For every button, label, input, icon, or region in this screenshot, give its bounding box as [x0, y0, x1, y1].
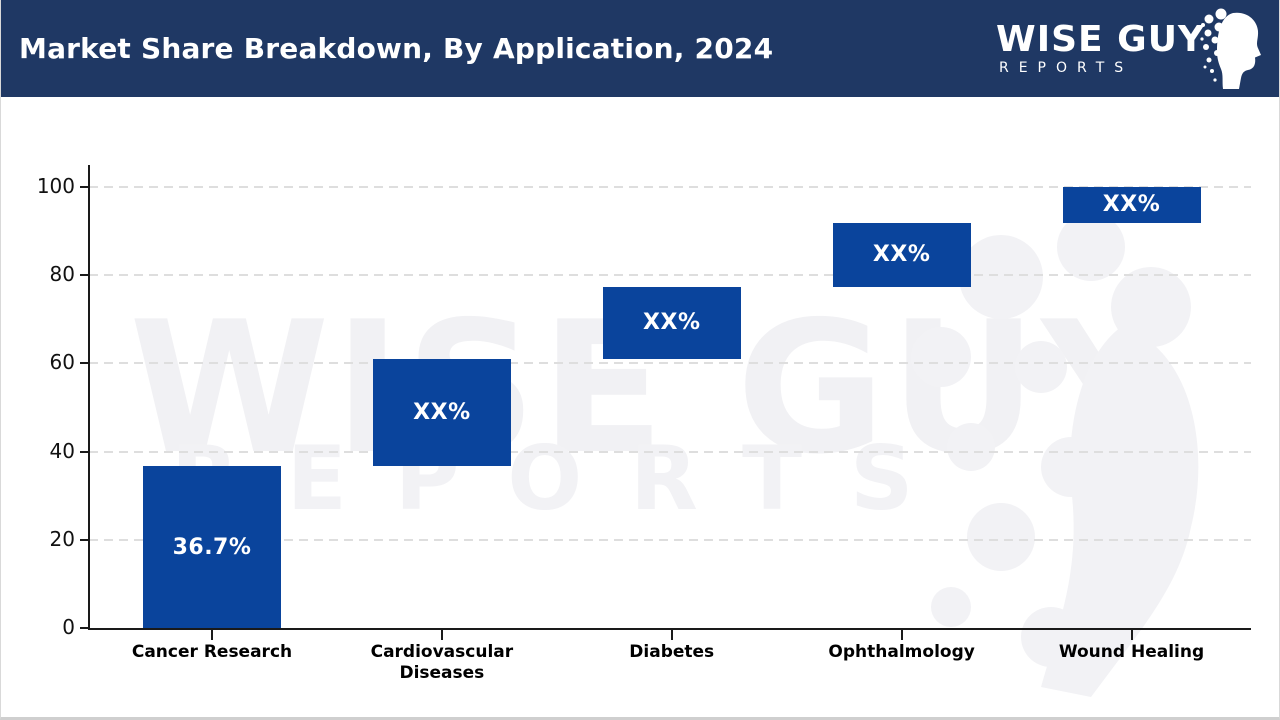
x-category-label: Cancer Research — [131, 642, 293, 662]
x-axis-line — [88, 628, 1251, 630]
x-tick-mark — [440, 630, 443, 640]
gridline — [89, 186, 1251, 188]
bar: 36.7% — [143, 466, 281, 628]
y-tick-mark — [80, 627, 88, 629]
header: Market Share Breakdown, By Application, … — [1, 0, 1279, 97]
bar-value-label: XX% — [872, 242, 931, 268]
x-tick-mark — [1130, 630, 1133, 640]
bar-value-label: XX% — [643, 310, 701, 336]
y-tick-label: 100 — [36, 174, 75, 198]
y-tick-label: 40 — [49, 438, 75, 463]
logo-text: WISE GUY REPORTS — [995, 18, 1205, 77]
bar-value-label: XX% — [413, 399, 471, 425]
y-tick-mark — [80, 186, 88, 188]
dotted-face-profile-icon — [1200, 8, 1261, 89]
bar-value-label: XX% — [1102, 192, 1161, 218]
x-category-label: Wound Healing — [1058, 642, 1205, 662]
gridline — [89, 274, 1251, 277]
y-tick-label: 20 — [49, 526, 75, 551]
wiseguy-logo: WISE GUY REPORTS — [996, 7, 1263, 91]
x-category-label: Cardiovascular Diseases — [370, 642, 514, 684]
gridline — [89, 450, 1251, 453]
y-tick-label: 0 — [62, 615, 75, 639]
y-tick-label: 80 — [49, 262, 75, 287]
y-tick-mark — [80, 362, 88, 365]
gridline — [89, 362, 1251, 365]
bar: XX% — [602, 286, 741, 359]
y-tick-label: 60 — [49, 350, 75, 375]
gridline — [89, 538, 1251, 541]
bar: XX% — [372, 358, 511, 467]
x-tick-mark — [670, 630, 673, 640]
plot: 0 20 40 60 80 100 36.7% Cancer Research XX% Cardi… — [1, 97, 1279, 717]
x-category-label: Diabetes — [629, 642, 715, 662]
page-title: Market Share Breakdown, By Application, … — [19, 32, 774, 65]
y-tick-mark — [80, 538, 88, 541]
x-tick-mark — [900, 630, 903, 640]
chart-area: WISE GUY REPORTS — [1, 97, 1279, 717]
x-tick-mark — [211, 630, 213, 640]
x-category-label: Ophthalmology — [828, 642, 975, 662]
bar-value-label: 36.7% — [172, 534, 252, 560]
logo-wordmark: WISE GUY — [995, 18, 1205, 60]
logo-subtext: REPORTS — [998, 60, 1134, 77]
y-tick-mark — [80, 450, 88, 453]
y-axis-line — [88, 165, 90, 630]
bar: XX% — [1062, 187, 1201, 223]
bar: XX% — [832, 222, 971, 287]
y-tick-mark — [80, 274, 88, 277]
